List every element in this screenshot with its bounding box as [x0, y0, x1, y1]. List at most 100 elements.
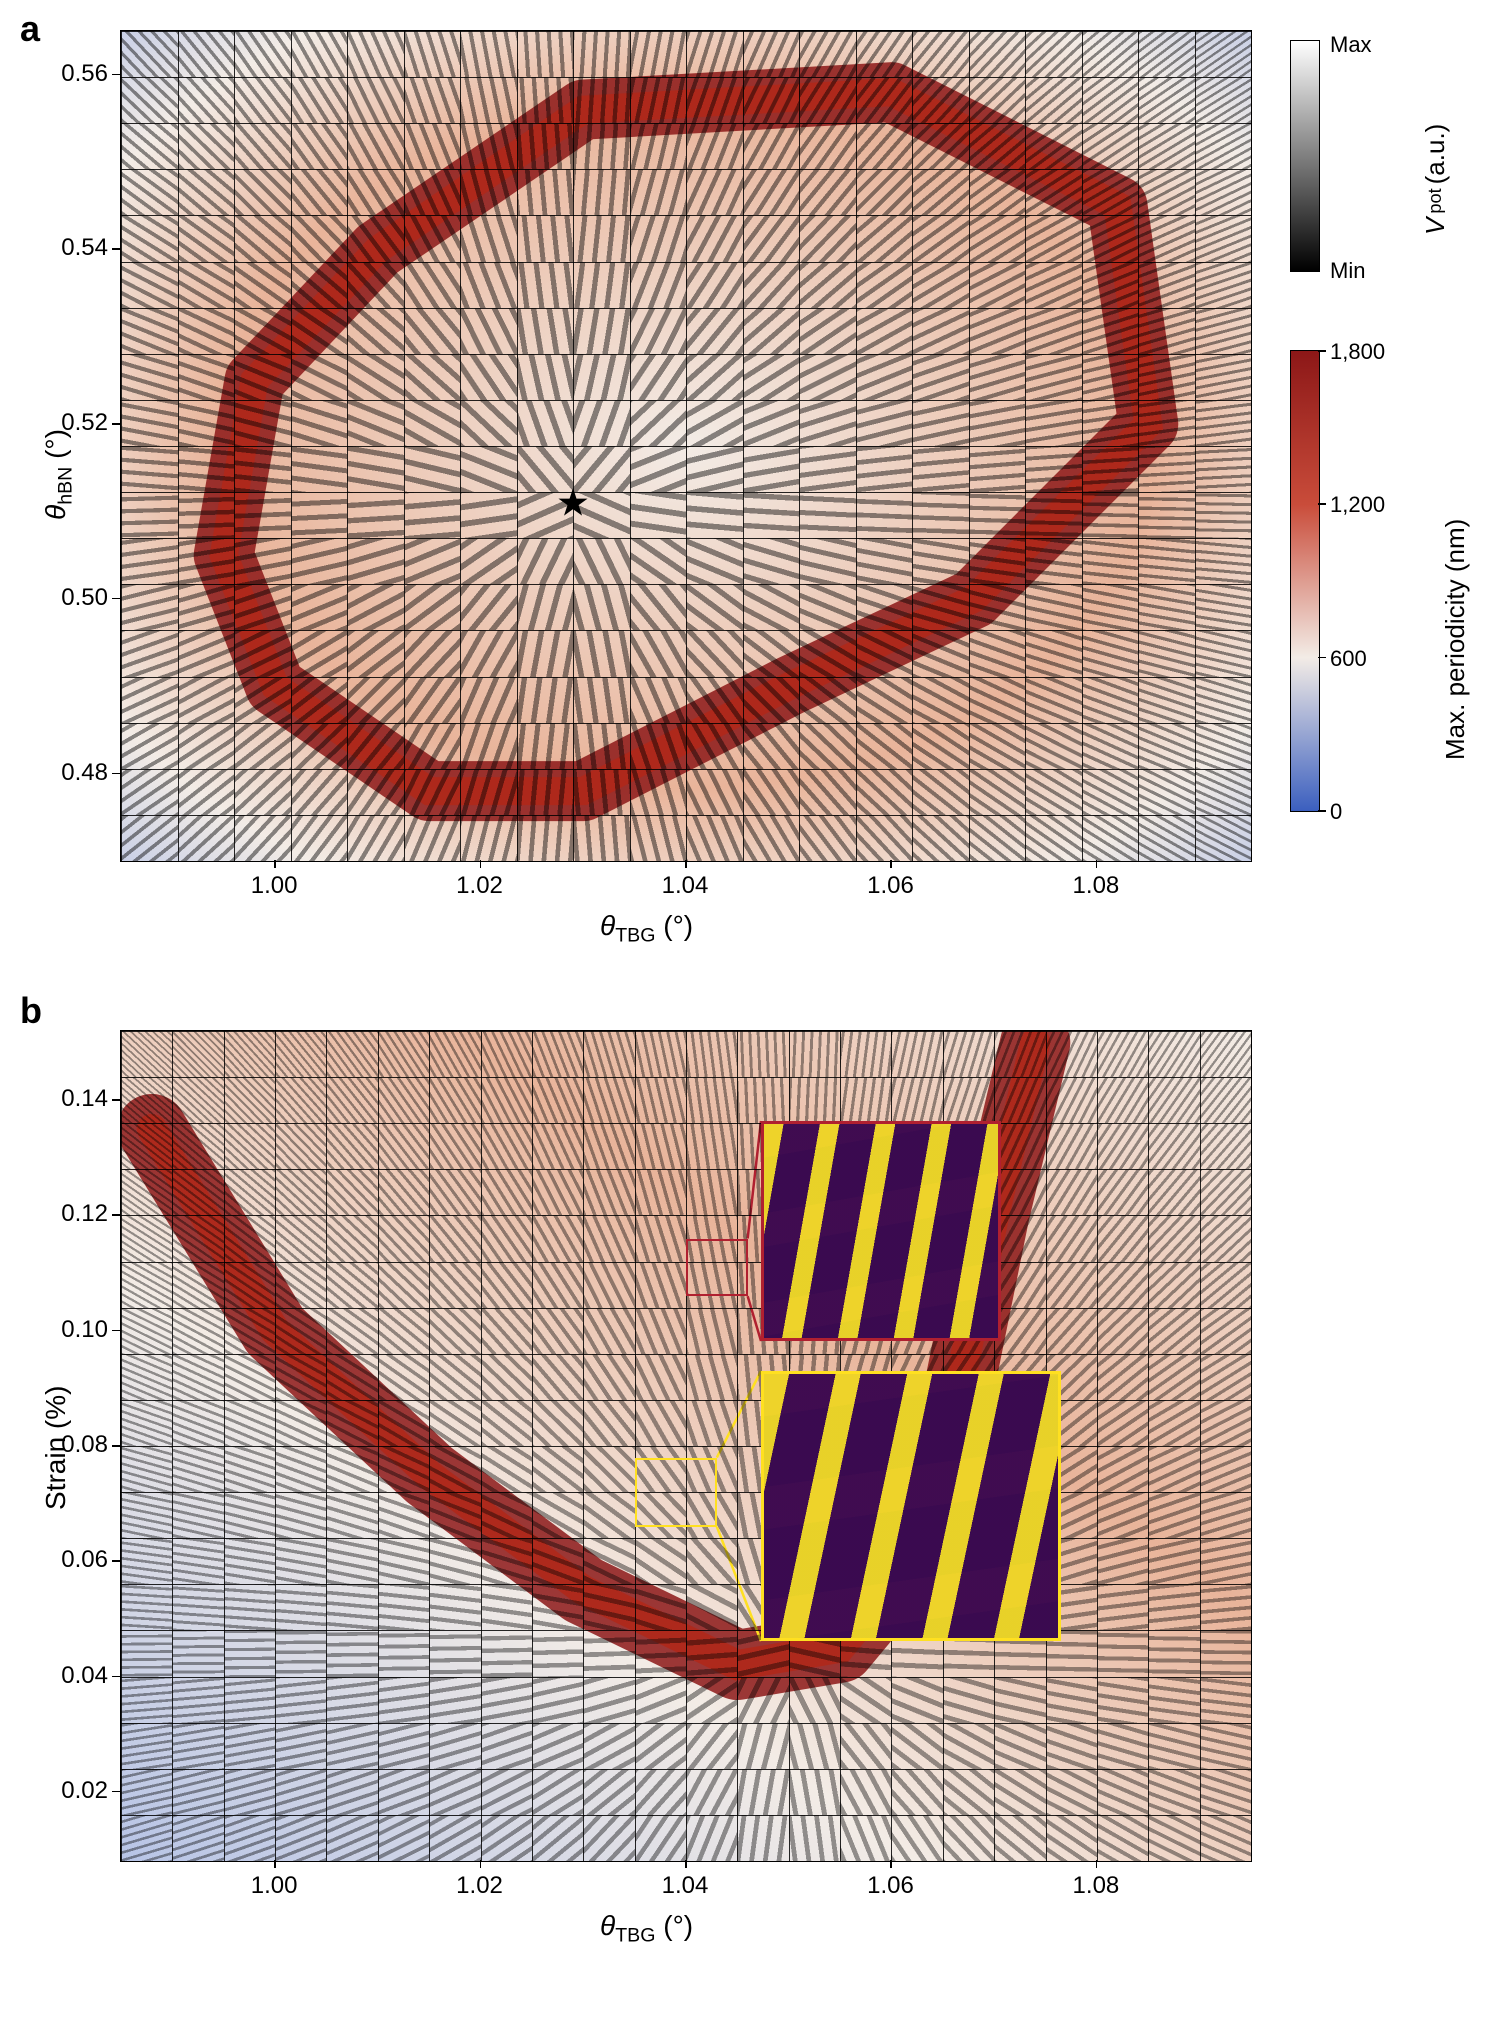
moire-cell	[347, 677, 404, 723]
moire-cell	[291, 169, 348, 215]
moire-cell	[1200, 1354, 1251, 1400]
moire-cell	[172, 1723, 223, 1769]
moire-cell	[969, 123, 1026, 169]
moire-cell	[517, 31, 574, 77]
moire-cell	[743, 492, 800, 538]
moire-cell	[943, 1031, 994, 1077]
moire-cell	[347, 769, 404, 815]
moire-cell	[404, 677, 461, 723]
moire-cell	[326, 1677, 377, 1723]
tick-label-y: 0.06	[50, 1546, 108, 1574]
moire-cell	[347, 215, 404, 261]
moire-cell	[583, 1169, 634, 1215]
moire-cell	[1097, 1446, 1148, 1492]
moire-cell	[573, 584, 630, 630]
moire-cell	[532, 1400, 583, 1446]
tick-x	[685, 860, 687, 868]
moire-cell	[743, 584, 800, 630]
moire-cell	[912, 400, 969, 446]
moire-cell	[686, 1400, 737, 1446]
moire-cell	[583, 1538, 634, 1584]
tick-y	[112, 1214, 120, 1216]
moire-cell	[460, 815, 517, 861]
moire-cell	[121, 77, 178, 123]
moire-cell	[969, 169, 1026, 215]
moire-cell	[275, 1308, 326, 1354]
moire-cell	[481, 1769, 532, 1815]
moire-cell	[799, 630, 856, 676]
moire-cell	[799, 723, 856, 769]
moire-cell	[1195, 538, 1252, 584]
colorbar-vpot-axis-label: Vpot (a.u.)	[1420, 124, 1451, 235]
moire-cell	[532, 1169, 583, 1215]
moire-cell	[481, 1031, 532, 1077]
moire-cell	[1138, 723, 1195, 769]
moire-cell	[121, 1400, 172, 1446]
moire-cell	[799, 815, 856, 861]
moire-cell	[429, 1769, 480, 1815]
moire-cell	[275, 1215, 326, 1261]
moire-cell	[347, 77, 404, 123]
moire-cell	[630, 630, 687, 676]
moire-cell	[1097, 1031, 1148, 1077]
moire-cell	[460, 262, 517, 308]
moire-cell	[583, 1262, 634, 1308]
moire-cell	[1148, 1446, 1199, 1492]
moire-cell	[573, 354, 630, 400]
moire-cell	[1082, 169, 1139, 215]
moire-cell	[583, 1584, 634, 1630]
moire-cell	[686, 677, 743, 723]
moire-cell	[1097, 1169, 1148, 1215]
moire-cell	[121, 1584, 172, 1630]
moire-cell	[178, 354, 235, 400]
moire-cell	[912, 215, 969, 261]
moire-cell	[429, 1308, 480, 1354]
cb-tick-label: 1,200	[1330, 492, 1385, 518]
moire-cell	[347, 723, 404, 769]
inset-yellow-source-box	[635, 1458, 717, 1527]
moire-cell	[460, 31, 517, 77]
moire-cell	[969, 308, 1026, 354]
moire-cell	[969, 769, 1026, 815]
moire-cell	[178, 584, 235, 630]
moire-cell	[1138, 169, 1195, 215]
moire-cell	[291, 630, 348, 676]
moire-cell	[630, 354, 687, 400]
moire-cell	[517, 584, 574, 630]
moire-cell	[224, 1538, 275, 1584]
moire-cell	[686, 262, 743, 308]
moire-cell	[573, 262, 630, 308]
moire-cell	[1082, 354, 1139, 400]
tick-y	[112, 248, 120, 250]
gridline-v	[1251, 31, 1252, 861]
moire-cell	[630, 169, 687, 215]
moire-cell	[532, 1354, 583, 1400]
moire-cell	[1025, 262, 1082, 308]
moire-cell	[347, 446, 404, 492]
moire-cell	[1046, 1723, 1097, 1769]
moire-cell	[291, 446, 348, 492]
moire-cell	[799, 169, 856, 215]
moire-cell	[378, 1262, 429, 1308]
moire-cell	[994, 1215, 1045, 1261]
tick-y	[112, 598, 120, 600]
moire-cell	[969, 446, 1026, 492]
moire-cell	[460, 769, 517, 815]
star-marker-icon: ★	[556, 480, 590, 525]
moire-cell	[1097, 1492, 1148, 1538]
moire-cell	[275, 1492, 326, 1538]
moire-cell	[1200, 1584, 1251, 1630]
moire-cell	[1082, 400, 1139, 446]
moire-cell	[532, 1677, 583, 1723]
moire-cell	[583, 1446, 634, 1492]
moire-cell	[1195, 446, 1252, 492]
moire-cell	[856, 400, 913, 446]
moire-cell	[275, 1769, 326, 1815]
moire-cell	[1046, 1677, 1097, 1723]
moire-cell	[460, 538, 517, 584]
cb-tick	[1318, 657, 1326, 659]
moire-cell	[429, 1446, 480, 1492]
moire-cell	[172, 1262, 223, 1308]
moire-cell	[1138, 630, 1195, 676]
moire-cell	[178, 308, 235, 354]
